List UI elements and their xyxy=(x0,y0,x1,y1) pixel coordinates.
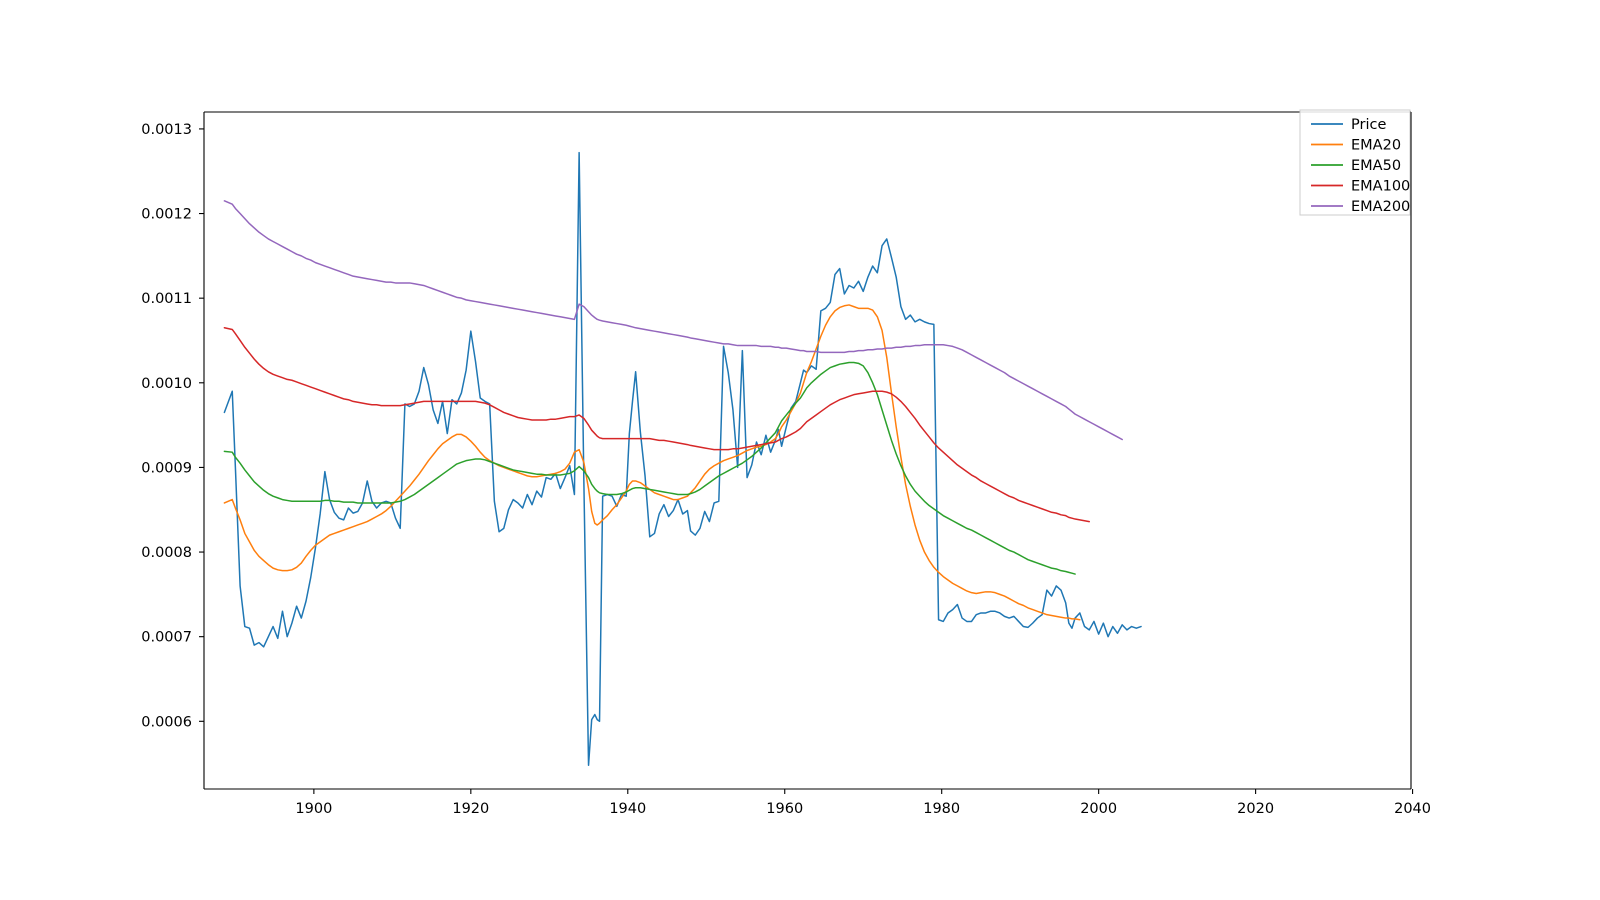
legend[interactable]: Price EMA20 EMA50 EMA100 EMA200 xyxy=(1299,109,1411,216)
x-tick-label: 1940 xyxy=(609,801,646,817)
y-tick-label: 0.0010 xyxy=(141,376,192,392)
x-axis-ticks: 1900 1920 1940 1960 1980 2000 2020 2040 xyxy=(295,789,1431,817)
y-tick-label: 0.0011 xyxy=(141,291,192,307)
x-tick-label: 2000 xyxy=(1080,801,1117,817)
x-tick-label: 2020 xyxy=(1237,801,1274,817)
y-tick-label: 0.0009 xyxy=(141,460,192,476)
x-tick-label: 1920 xyxy=(452,801,489,817)
x-tick-label: 1980 xyxy=(923,801,960,817)
y-tick-label: 0.0008 xyxy=(141,545,192,561)
axes-spines xyxy=(203,111,1412,790)
legend-frame xyxy=(1299,109,1411,216)
legend-items[interactable]: Price EMA20 EMA50 EMA100 EMA200 xyxy=(1311,117,1410,215)
series-lines xyxy=(223,151,1142,767)
series-line-ema100 xyxy=(223,327,1090,523)
y-tick-label: 0.0006 xyxy=(141,714,192,730)
x-tick-label: 1900 xyxy=(295,801,332,817)
axes-background xyxy=(204,112,1411,789)
legend-label-ema200[interactable]: EMA200 xyxy=(1351,199,1410,215)
legend-label-ema50[interactable]: EMA50 xyxy=(1351,158,1401,174)
y-tick-label: 0.0013 xyxy=(141,122,192,138)
x-tick-label: 1960 xyxy=(766,801,803,817)
y-tick-label: 0.0012 xyxy=(141,207,192,223)
legend-label-price[interactable]: Price xyxy=(1351,117,1386,133)
series-line-ema200 xyxy=(223,200,1123,441)
series-line-ema50 xyxy=(223,361,1076,575)
legend-label-ema20[interactable]: EMA20 xyxy=(1351,138,1401,154)
legend-label-ema100[interactable]: EMA100 xyxy=(1351,179,1410,195)
x-tick-label: 2040 xyxy=(1394,801,1431,817)
y-tick-label: 0.0007 xyxy=(141,630,192,646)
series-line-ema20 xyxy=(223,304,1081,621)
y-axis-ticks: 0.0006 0.0007 0.0008 0.0009 0.0010 0.0011 0.00… xyxy=(141,122,204,730)
